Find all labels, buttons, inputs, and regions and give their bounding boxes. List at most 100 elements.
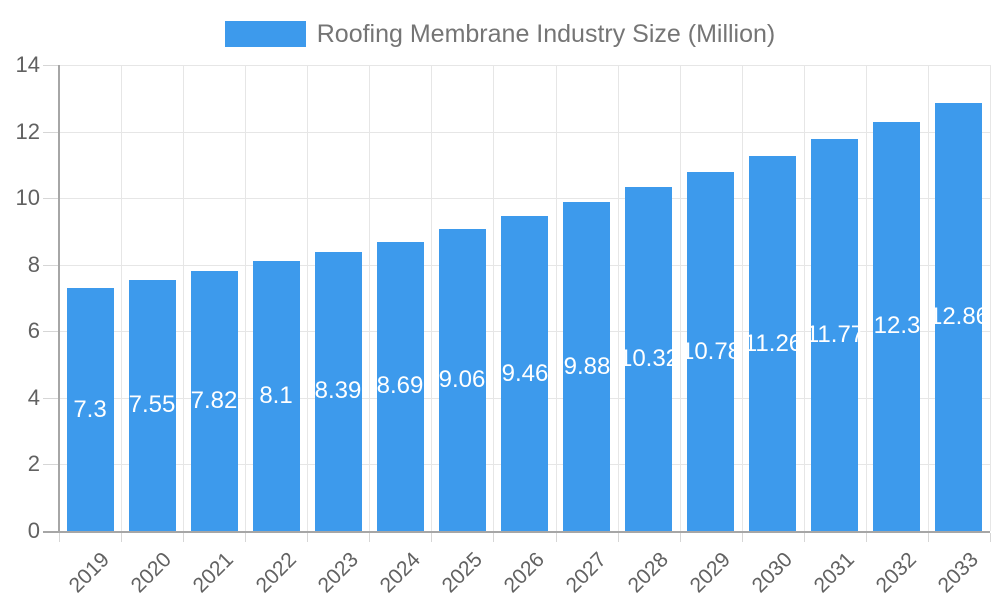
- y-tick-mark: [43, 198, 59, 199]
- h-gridline: [59, 198, 990, 199]
- v-gridline: [742, 65, 743, 531]
- bar-2019[interactable]: [67, 288, 114, 531]
- y-axis-tick-label: 4: [27, 385, 40, 410]
- x-tick-mark: [804, 533, 805, 542]
- bar-value-label: 9.06: [438, 366, 486, 393]
- y-axis-tick-label: 6: [27, 318, 40, 343]
- bar-2027[interactable]: [563, 202, 610, 531]
- x-tick-mark: [307, 533, 308, 542]
- x-axis-tick-label: 2032: [871, 548, 922, 598]
- h-gridline: [59, 65, 990, 66]
- y-tick-mark: [43, 65, 59, 66]
- v-gridline: [618, 65, 619, 531]
- bar-2026[interactable]: [501, 216, 548, 531]
- y-axis-tick-label: 0: [27, 518, 40, 543]
- bar-value-label: 8.1: [259, 382, 293, 409]
- x-tick-mark: [680, 533, 681, 542]
- x-axis-tick-label: 2025: [437, 548, 487, 598]
- x-tick-mark: [618, 533, 619, 542]
- bar-2022[interactable]: [253, 261, 300, 531]
- bar-2028[interactable]: [625, 187, 672, 531]
- bar-value-label: 10.32: [618, 345, 680, 372]
- x-axis-tick-label: 2022: [251, 548, 301, 598]
- bar-value-label: 7.3: [73, 396, 107, 423]
- y-tick-mark: [43, 132, 59, 133]
- v-gridline: [866, 65, 867, 531]
- bar-2031[interactable]: [811, 139, 858, 531]
- x-tick-mark: [990, 533, 991, 542]
- y-tick-mark: [43, 331, 59, 332]
- legend-label: Roofing Membrane Industry Size (Million): [316, 19, 776, 48]
- v-gridline: [556, 65, 557, 531]
- x-axis-line: [43, 531, 990, 533]
- bar-2020[interactable]: [129, 280, 176, 531]
- x-axis-tick-label: 2026: [499, 548, 549, 598]
- x-tick-mark: [369, 533, 370, 542]
- x-tick-mark: [556, 533, 557, 542]
- y-axis-tick-label: 14: [15, 52, 40, 77]
- x-tick-mark: [928, 533, 929, 542]
- h-gridline: [59, 132, 990, 133]
- bar-2025[interactable]: [439, 229, 486, 531]
- x-axis-tick-label: 2019: [65, 548, 115, 598]
- bar-2023[interactable]: [315, 252, 362, 531]
- y-axis-tick-label: 10: [15, 185, 40, 210]
- bar-value-label: 10.78: [680, 338, 742, 365]
- legend-swatch-icon: [224, 21, 306, 47]
- y-tick-mark: [43, 398, 59, 399]
- y-axis-line: [58, 65, 60, 533]
- x-axis-tick-label: 2024: [375, 548, 425, 598]
- bar-value-label: 11.77: [805, 321, 865, 348]
- x-tick-mark: [866, 533, 867, 542]
- y-axis-tick-label: 8: [27, 252, 40, 277]
- bar-2032[interactable]: [873, 122, 920, 531]
- x-tick-mark: [493, 533, 494, 542]
- plot-clip-region: 7.3 7.55 7.82 8.1 8.39 8.69 9.06 9.46 9.88 10.32 1…: [59, 65, 990, 531]
- bar-2033[interactable]: [935, 103, 982, 531]
- bar-value-label: 12.86: [928, 303, 990, 330]
- v-gridline: [493, 65, 494, 531]
- x-axis-tick-label: 2029: [685, 548, 735, 598]
- x-axis-tick-label: 2023: [313, 548, 363, 598]
- y-tick-mark: [43, 265, 59, 266]
- v-gridline: [245, 65, 246, 531]
- bar-value-label: 9.88: [563, 353, 611, 380]
- v-gridline: [307, 65, 308, 531]
- y-axis-tick-label: 2: [27, 451, 40, 476]
- x-tick-mark: [59, 533, 60, 542]
- bar-value-label: 9.46: [501, 360, 549, 387]
- v-gridline: [928, 65, 929, 531]
- bar-value-label: 8.69: [376, 372, 424, 399]
- x-axis-tick-label: 2033: [933, 548, 984, 598]
- bar-value-label: 7.82: [190, 387, 238, 414]
- v-gridline: [369, 65, 370, 531]
- v-gridline: [804, 65, 805, 531]
- bar-2029[interactable]: [687, 172, 734, 531]
- y-axis-tick-label: 12: [15, 119, 40, 144]
- x-axis-tick-label: 2021: [189, 548, 239, 598]
- x-tick-mark: [121, 533, 122, 542]
- bar-value-label: 7.55: [128, 391, 176, 418]
- bar-value-label: 12.3: [873, 312, 921, 339]
- x-tick-mark: [431, 533, 432, 542]
- x-axis-tick-label: 2031: [809, 548, 860, 598]
- v-gridline: [431, 65, 432, 531]
- x-axis-tick-label: 2027: [561, 548, 611, 598]
- bar-value-label: 8.39: [314, 377, 362, 404]
- bar-value-label: 11.26: [743, 330, 803, 357]
- y-tick-mark: [43, 464, 59, 465]
- v-gridline: [121, 65, 122, 531]
- bar-2024[interactable]: [377, 242, 424, 531]
- legend-item[interactable]: Roofing Membrane Industry Size (Million): [224, 19, 776, 49]
- x-tick-mark: [183, 533, 184, 542]
- x-axis-tick-label: 2028: [623, 548, 673, 598]
- bar-2030[interactable]: [749, 156, 796, 531]
- bar-2021[interactable]: [191, 271, 238, 531]
- x-axis-tick-label: 2030: [747, 548, 798, 598]
- v-gridline: [680, 65, 681, 531]
- x-axis-tick-label: 2020: [127, 548, 177, 598]
- legend: Roofing Membrane Industry Size (Million): [0, 20, 1000, 48]
- v-gridline: [183, 65, 184, 531]
